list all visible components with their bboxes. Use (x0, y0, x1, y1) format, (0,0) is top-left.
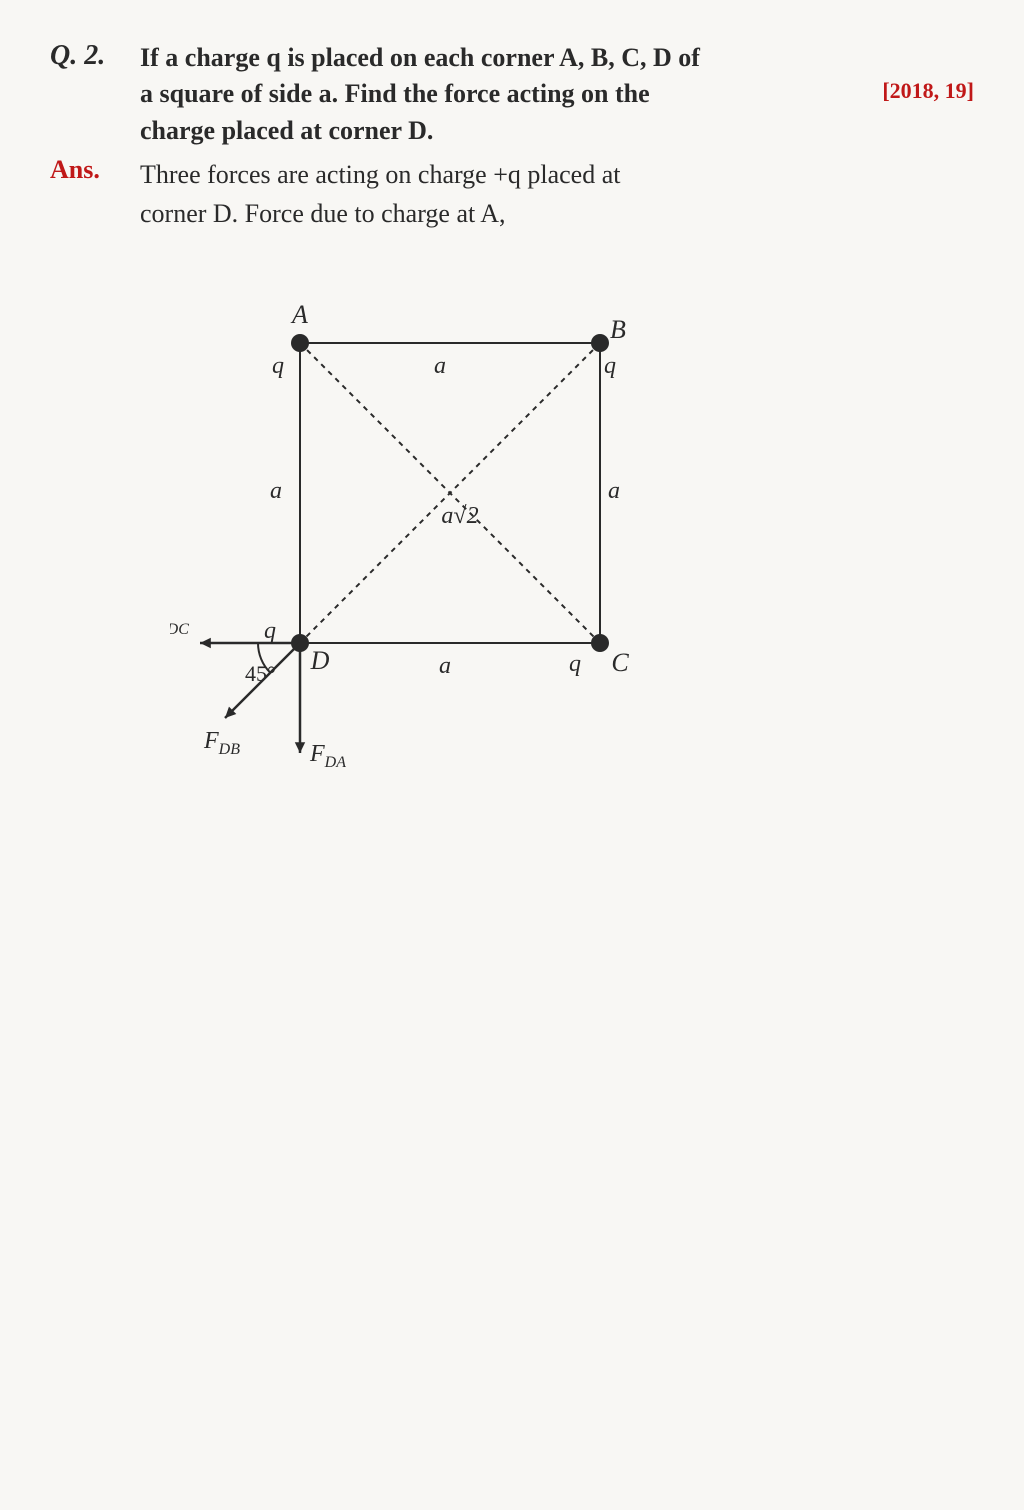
label-A: A (290, 300, 308, 329)
label-C: C (611, 648, 629, 677)
question-text: If a charge q is placed on each corner A… (140, 40, 974, 149)
ans-line2: corner D. Force due to charge at A, (140, 199, 506, 228)
q-line3: charge placed at corner D. (140, 116, 433, 145)
label-D: D (310, 646, 330, 675)
ans-line1: Three forces are acting on charge +q pla… (140, 160, 620, 189)
year-tag: [2018, 19] (882, 76, 974, 107)
corner-dot (291, 334, 309, 352)
force-arrowhead-fdc (200, 638, 211, 648)
corner-dot (591, 634, 609, 652)
answer-label: Ans. (50, 155, 140, 185)
label-aLeft: a (270, 478, 282, 504)
force-label-fda: FDA (309, 741, 346, 771)
force-arrowhead-fda (295, 742, 305, 753)
label-aTop: a (434, 353, 446, 379)
q-line2: a square of side a. Find the force actin… (140, 79, 650, 108)
force-label-fdc: FDC (170, 608, 189, 638)
square-diagram: A B C Dq q q q a a a a a√2 FDC FDB FDA 45° (170, 263, 730, 823)
label-B: B (610, 315, 626, 344)
label-qA: q (272, 353, 284, 379)
label-aBottom: a (439, 653, 451, 679)
angle-label: 45° (245, 661, 276, 686)
label-qD: q (264, 618, 276, 644)
label-qB: q (604, 353, 616, 379)
question-number: Q. 2. (50, 40, 140, 72)
label-diag: a√2 (441, 503, 478, 529)
force-label-fdb: FDB (203, 728, 240, 758)
label-qC: q (569, 651, 581, 677)
corner-dot (591, 334, 609, 352)
q-line1: If a charge q is placed on each corner A… (140, 43, 700, 72)
label-aRight: a (608, 478, 620, 504)
diagram-container: A B C Dq q q q a a a a a√2 FDC FDB FDA 45° (170, 263, 974, 828)
answer-text: Three forces are acting on charge +q pla… (140, 155, 974, 233)
